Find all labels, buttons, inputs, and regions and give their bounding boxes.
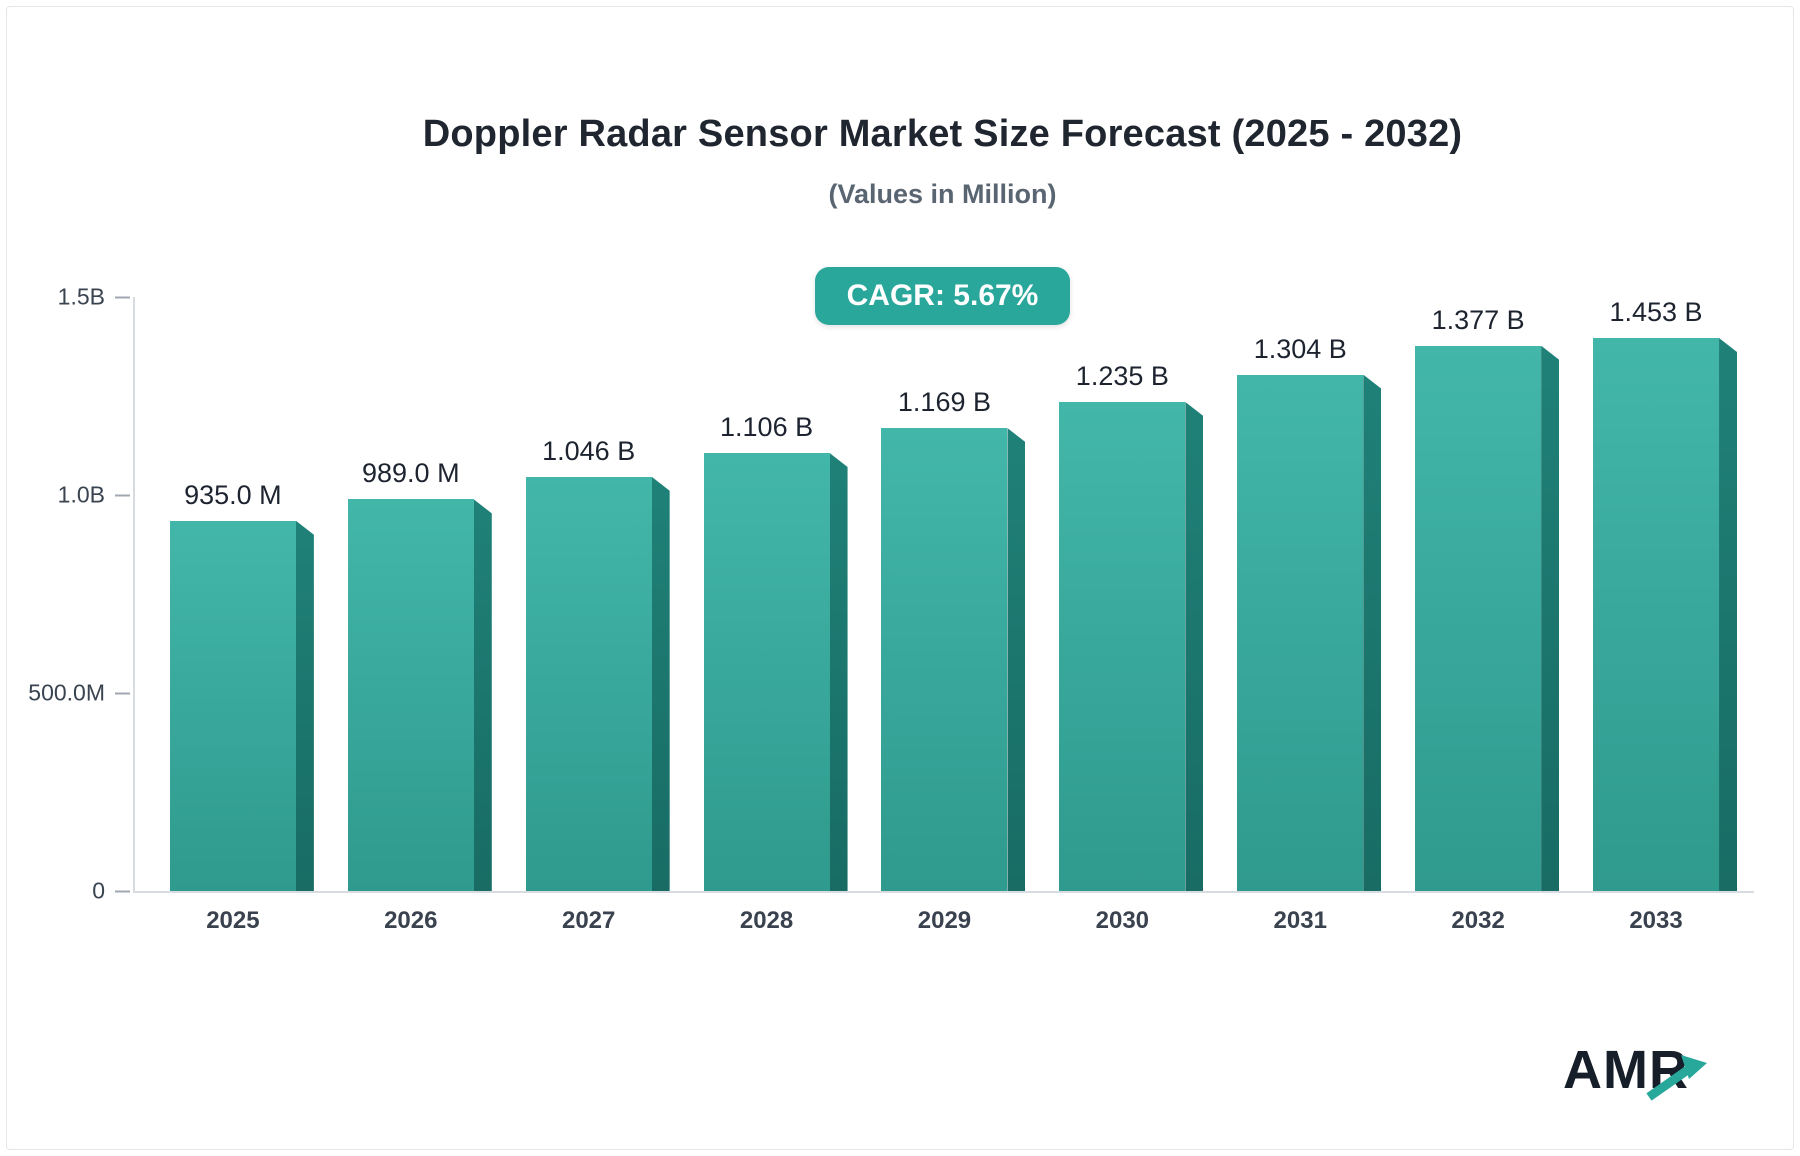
bar bbox=[1237, 374, 1364, 891]
bar-group: 1.046 B 2027 bbox=[509, 297, 669, 934]
chart-subtitle: (Values in Million) bbox=[828, 179, 1057, 209]
y-tick-label: 0 bbox=[92, 877, 105, 904]
bar-series: 935.0 M 2025 989.0 M 2026 1.046 B 2027 1.106 B… bbox=[135, 297, 1754, 934]
x-axis-label: 2032 bbox=[1451, 907, 1505, 934]
bar bbox=[703, 453, 830, 891]
y-tick: 1.5B bbox=[58, 284, 135, 311]
amr-logo-text: AMR bbox=[1563, 1040, 1689, 1100]
bar-value-label: 989.0 M bbox=[362, 458, 460, 489]
y-tick-label: 500.0M bbox=[28, 679, 105, 706]
bar-group: 1.106 B 2028 bbox=[687, 297, 847, 934]
y-tick-mark bbox=[115, 692, 130, 694]
bar-group: 1.377 B 2032 bbox=[1398, 297, 1558, 934]
y-tick: 1.0B bbox=[58, 482, 135, 509]
y-tick: 500.0M bbox=[28, 680, 135, 707]
bar bbox=[169, 520, 296, 891]
bar-value-label: 1.169 B bbox=[897, 387, 991, 418]
x-axis-label: 2028 bbox=[739, 907, 794, 934]
chart-card: Doppler Radar Sensor Market Size Forecas… bbox=[6, 6, 1794, 1150]
bar-value-label: 1.453 B bbox=[1609, 297, 1703, 327]
x-axis-label: 2033 bbox=[1629, 907, 1683, 934]
y-tick-label: 1.5B bbox=[57, 283, 105, 310]
x-axis-label: 2029 bbox=[917, 907, 972, 934]
plot-area: 1.5B 1.0B 500.0M 0 935.0 M 2025 989.0 M 2026 1.… bbox=[28, 284, 1754, 934]
bar bbox=[347, 499, 474, 891]
bar-value-label: 935.0 M bbox=[184, 479, 282, 510]
bar-value-label: 1.106 B bbox=[720, 412, 814, 443]
bar-value-label: 1.304 B bbox=[1253, 333, 1347, 364]
x-axis-label: 2030 bbox=[1095, 907, 1150, 934]
bar bbox=[1593, 338, 1720, 891]
bar-group: 935.0 M 2025 bbox=[153, 297, 313, 934]
y-axis: 1.5B 1.0B 500.0M 0 bbox=[28, 284, 1754, 904]
bar-value-label: 1.046 B bbox=[542, 435, 636, 466]
bar-value-label: 1.235 B bbox=[1075, 360, 1169, 391]
x-axis-label: 2025 bbox=[206, 907, 260, 934]
y-tick-label: 1.0B bbox=[57, 481, 105, 508]
bar-group: 1.235 B 2030 bbox=[1042, 297, 1202, 934]
amr-logo: AMR bbox=[1563, 1039, 1707, 1109]
cagr-badge-row: CAGR: 5.67% bbox=[133, 267, 1752, 325]
x-axis-label: 2027 bbox=[561, 907, 616, 934]
bar-group: 989.0 M 2026 bbox=[331, 297, 491, 934]
y-tick-mark bbox=[115, 296, 130, 298]
y-tick: 0 bbox=[92, 878, 135, 905]
bar bbox=[881, 428, 1008, 891]
growth-arrow-icon bbox=[1646, 1055, 1707, 1101]
y-tick-mark bbox=[115, 494, 130, 496]
x-axis-label: 2031 bbox=[1273, 907, 1327, 934]
y-tick-mark bbox=[115, 890, 130, 892]
chart-title: Doppler Radar Sensor Market Size Forecas… bbox=[422, 113, 1463, 155]
bar bbox=[1415, 345, 1542, 891]
bar bbox=[525, 476, 652, 891]
cagr-badge: CAGR: 5.67% bbox=[814, 267, 1071, 325]
x-axis-label: 2026 bbox=[384, 907, 438, 934]
bar-value-label: 1.377 B bbox=[1431, 304, 1525, 335]
bar bbox=[1059, 401, 1186, 891]
bar-group: 1.453 B 2033 bbox=[1576, 297, 1736, 934]
bar-group: 1.304 B 2031 bbox=[1220, 297, 1380, 934]
bar-group: 1.169 B 2029 bbox=[864, 297, 1024, 934]
